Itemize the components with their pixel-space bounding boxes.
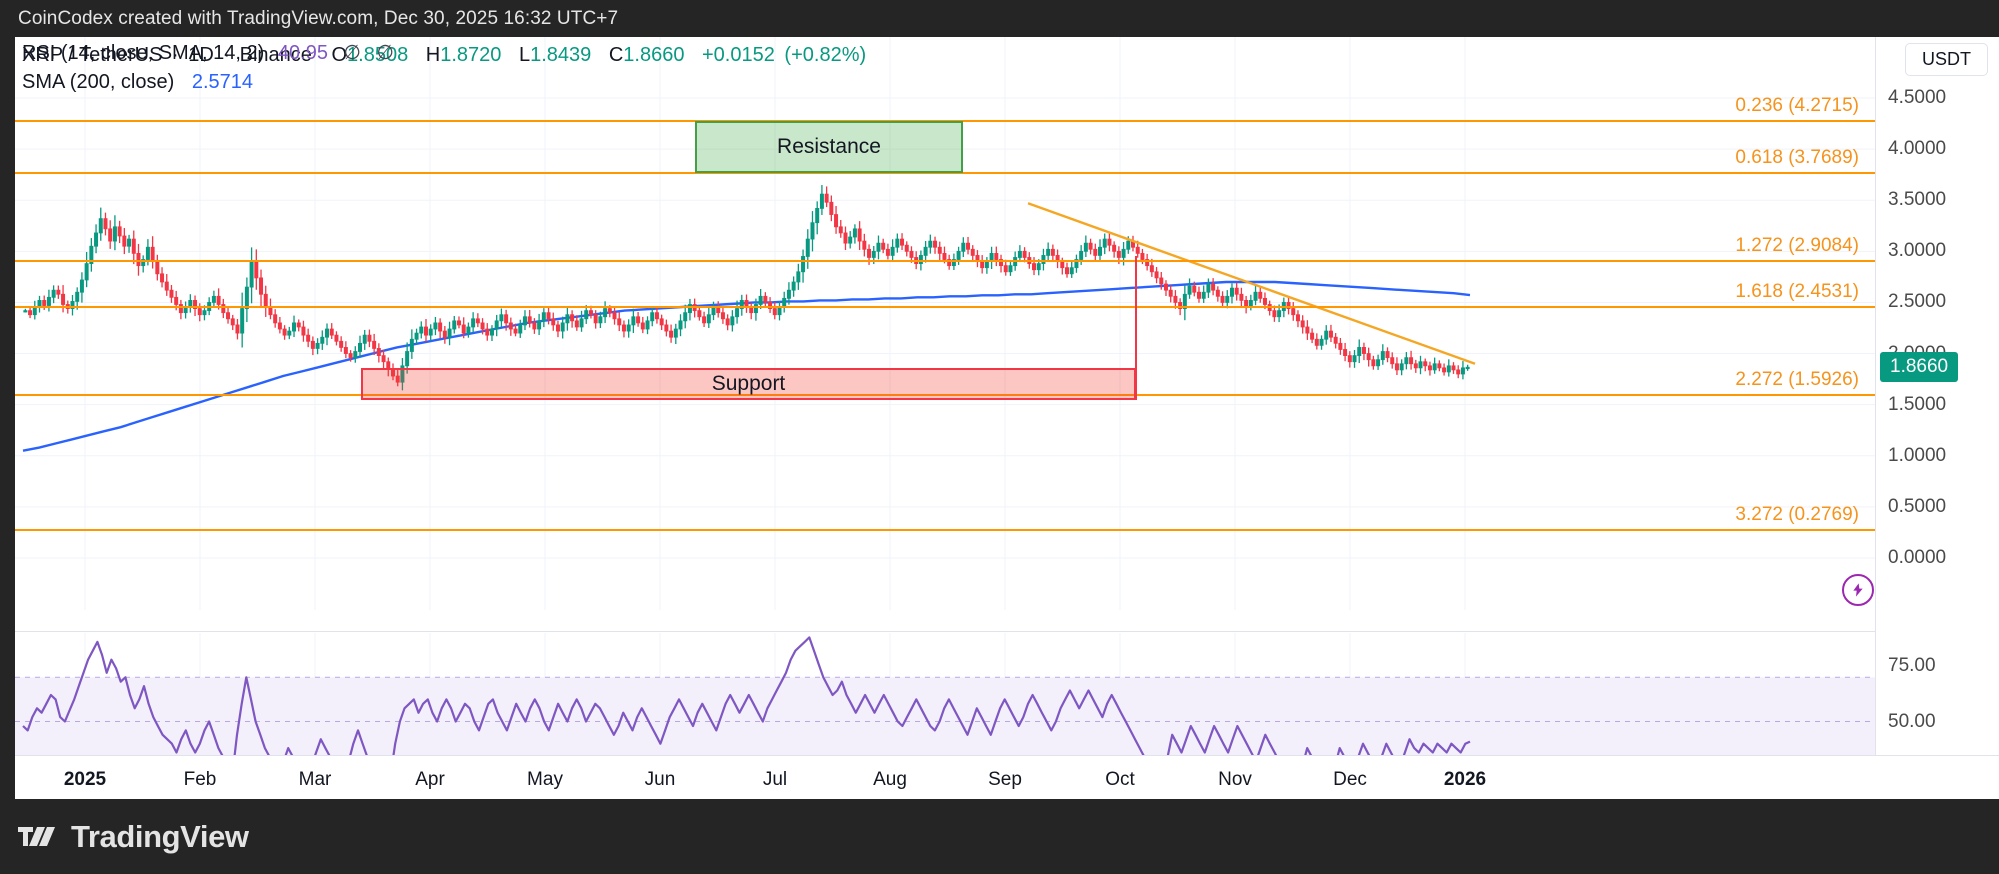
legend-ohlc-row: XRP / TetherUS · 1D · Binance O1.8508 H1… bbox=[22, 42, 870, 69]
pane-divider bbox=[15, 631, 1890, 632]
main-price-pane[interactable] bbox=[15, 37, 1890, 610]
time-axis-label: Jul bbox=[762, 769, 788, 790]
price-axis-tick: 1.5000 bbox=[1888, 393, 1947, 415]
fib-line-1.618[interactable] bbox=[15, 306, 1890, 309]
fib-line-0.618[interactable] bbox=[15, 171, 1890, 174]
time-axis-label: Feb bbox=[183, 769, 217, 790]
legend-high-label: H bbox=[425, 44, 441, 66]
legend-sma-row[interactable]: SMA (200, close) 2.5714 bbox=[22, 69, 870, 96]
price-axis-tick: 2.5000 bbox=[1888, 291, 1947, 313]
attribution-bar: CoinCodex created with TradingView.com, … bbox=[0, 0, 1999, 37]
support-right-edge-marker bbox=[1135, 256, 1137, 400]
legend-change-absolute: +0.0152 bbox=[702, 44, 775, 66]
fib-label-1.272: 1.272 (2.9084) bbox=[1735, 234, 1859, 256]
legend-low-label: L bbox=[518, 44, 531, 66]
time-axis-label: 2026 bbox=[1443, 769, 1487, 790]
tradingview-mark-icon bbox=[18, 826, 55, 846]
fib-line-3.272[interactable] bbox=[15, 528, 1890, 531]
time-axis-label: Aug bbox=[873, 769, 907, 790]
legend-sep-1: · bbox=[172, 44, 179, 66]
fib-label-2.272: 2.272 (1.5926) bbox=[1735, 369, 1859, 391]
fib-label-0.618: 0.618 (3.7689) bbox=[1735, 146, 1859, 168]
fib-label-3.272: 3.272 (0.2769) bbox=[1735, 503, 1859, 525]
price-axis-unit[interactable]: USDT bbox=[1905, 43, 1988, 76]
legend-interval[interactable]: 1D bbox=[188, 44, 214, 66]
price-axis-tick: 4.0000 bbox=[1888, 138, 1947, 160]
time-axis-label: Nov bbox=[1218, 769, 1252, 790]
time-axis-label: Oct bbox=[1105, 769, 1135, 790]
legend-open-value: 1.8508 bbox=[347, 44, 409, 66]
price-axis-tick: 0.0000 bbox=[1888, 547, 1947, 568]
price-axis[interactable]: USDT 4.50004.00003.50003.00002.50002.000… bbox=[1875, 37, 1999, 799]
resistance-zone-label: Resistance bbox=[777, 135, 881, 159]
legend-high-value: 1.8720 bbox=[440, 44, 502, 66]
rsi-axis-tick: 75.00 bbox=[1888, 655, 1936, 677]
lightning-bolt-icon[interactable] bbox=[1842, 574, 1874, 606]
rsi-pane[interactable] bbox=[15, 633, 1890, 799]
price-plot-svg bbox=[15, 37, 1890, 610]
legend-close-label: C bbox=[608, 44, 624, 66]
rsi-legend-na-1: ∅ bbox=[343, 42, 361, 64]
fib-line-1.272[interactable] bbox=[15, 259, 1890, 262]
legend-sep-2: · bbox=[223, 44, 231, 66]
tradingview-logo[interactable]: TradingView bbox=[18, 819, 249, 855]
footer: TradingView bbox=[0, 799, 1999, 874]
chart-card: XRP / TetherUS · 1D · Binance O1.8508 H1… bbox=[15, 37, 1999, 799]
legend-sma-name: SMA (200, close) bbox=[22, 71, 175, 93]
price-axis-tick: 4.5000 bbox=[1888, 87, 1947, 108]
fib-line-2.272[interactable] bbox=[15, 394, 1890, 397]
chart-legend: XRP / TetherUS · 1D · Binance O1.8508 H1… bbox=[22, 42, 870, 96]
time-axis-label: Sep bbox=[988, 769, 1022, 790]
fib-label-1.618: 1.618 (2.4531) bbox=[1735, 281, 1859, 303]
time-axis-label: May bbox=[527, 769, 563, 790]
time-axis-label: 2025 bbox=[63, 769, 107, 790]
legend-open-label: O bbox=[331, 44, 348, 66]
resistance-zone[interactable]: Resistance bbox=[695, 121, 963, 173]
fib-label-0.236: 0.236 (4.2715) bbox=[1735, 95, 1859, 117]
legend-change-percent: (+0.82%) bbox=[784, 44, 867, 66]
price-axis-tick: 1.0000 bbox=[1888, 444, 1947, 466]
rsi-legend[interactable]: RSI (14, close, SMA, 14, 2) 40.95 ∅ ∅ bbox=[22, 40, 394, 65]
support-zone[interactable]: Support bbox=[361, 367, 1136, 400]
price-axis-tick: 3.0000 bbox=[1888, 240, 1947, 262]
price-axis-tick: 0.5000 bbox=[1888, 495, 1947, 517]
legend-exchange[interactable]: Binance bbox=[239, 44, 312, 66]
time-axis-label: Mar bbox=[298, 769, 332, 790]
rsi-plot-svg bbox=[15, 633, 1890, 799]
time-axis-label: Dec bbox=[1333, 769, 1367, 790]
rsi-axis-tick: 50.00 bbox=[1888, 710, 1936, 732]
current-price-badge: 1.8660 bbox=[1880, 352, 1959, 383]
time-axis[interactable]: 2025 Feb Mar Apr May Jun Jul Aug Sep Oct Nov Dec 202… bbox=[15, 755, 1999, 799]
time-axis-label: Apr bbox=[415, 769, 445, 790]
time-axis-label: Jun bbox=[644, 769, 676, 790]
price-axis-tick: 3.5000 bbox=[1888, 189, 1947, 211]
legend-symbol[interactable]: XRP / TetherUS bbox=[22, 44, 163, 66]
rsi-legend-name: RSI (14, close, SMA, 14, 2) bbox=[22, 42, 265, 64]
legend-sma-value: 2.5714 bbox=[191, 71, 254, 93]
tradingview-wordmark: TradingView bbox=[71, 818, 249, 854]
rsi-legend-na-2: ∅ bbox=[376, 42, 394, 64]
legend-close-value: 1.8660 bbox=[623, 44, 685, 66]
rsi-legend-value: 40.95 bbox=[277, 42, 328, 64]
support-zone-label: Support bbox=[711, 371, 786, 395]
legend-low-value: 1.8439 bbox=[530, 44, 592, 66]
